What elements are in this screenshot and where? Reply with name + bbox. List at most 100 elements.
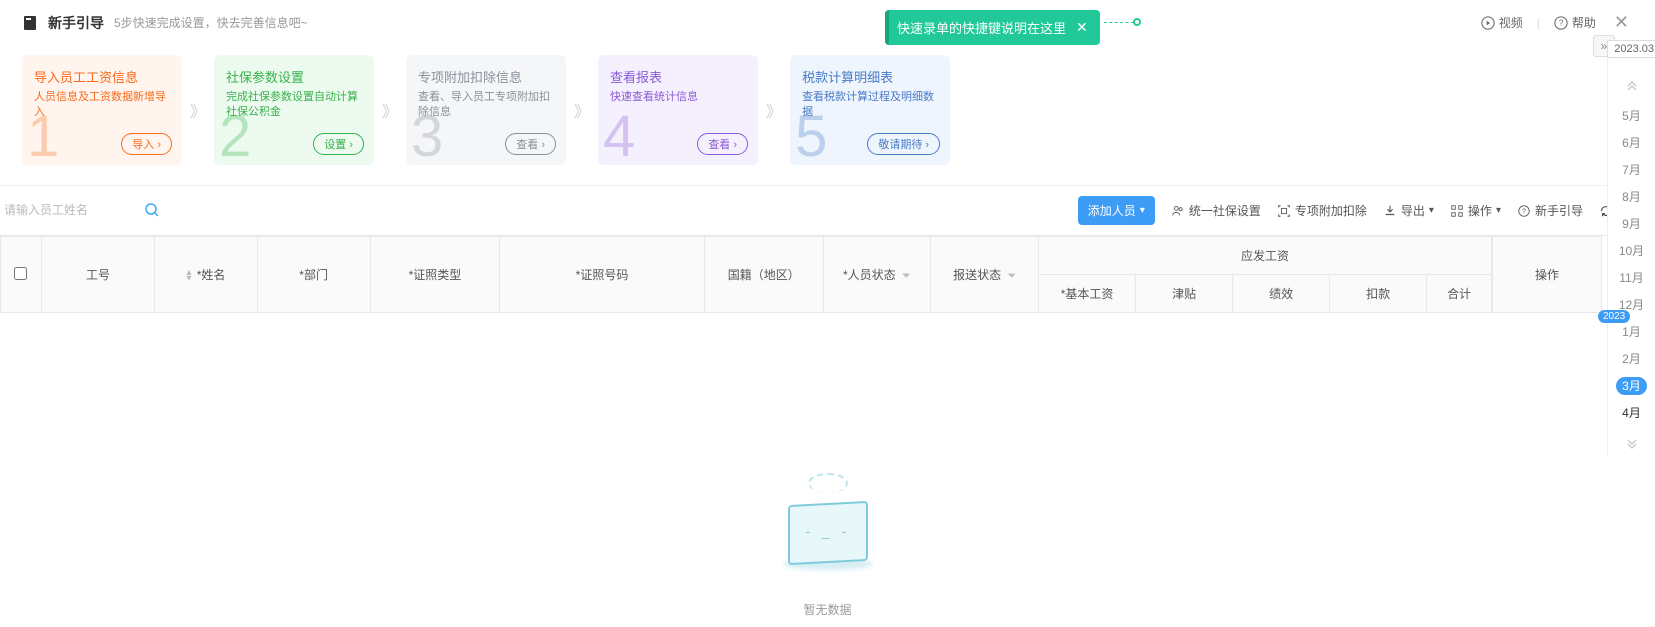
steps-row: 导入员工工资信息人员信息及工资数据新增导入1导入 ›》社保参数设置完成社保参数设… [0, 45, 1655, 186]
svg-text:?: ? [1559, 18, 1564, 27]
page-subtitle: 5步快速完成设置，快去完善信息吧~ [114, 14, 308, 31]
month-item[interactable]: 4月 [1608, 399, 1655, 426]
col-nation[interactable]: 国籍（地区） [704, 237, 823, 313]
chevron-down-icon: ▾ [1496, 205, 1501, 216]
export-label: 导出 [1401, 202, 1425, 219]
col-deduct[interactable]: 扣款 [1330, 275, 1427, 313]
filter-icon[interactable]: ⏷ [1007, 270, 1016, 282]
step-card-2: 社保参数设置完成社保参数设置自动计算社保公积金2设置 › [214, 55, 374, 165]
col-allowance[interactable]: 津贴 [1136, 275, 1233, 313]
month-item[interactable]: 2月 [1608, 345, 1655, 372]
help-link[interactable]: ? 帮助 [1554, 14, 1596, 31]
col-status[interactable]: *人员状态 ⏷ [823, 237, 931, 313]
col-name[interactable]: ▴▾ *姓名 [155, 237, 257, 313]
people-icon [1171, 204, 1185, 218]
col-id[interactable]: 工号 [41, 237, 154, 313]
col-name-label: *姓名 [197, 268, 226, 282]
social-settings-link[interactable]: 统一社保设置 [1171, 202, 1261, 219]
checkbox-header [1, 237, 42, 313]
select-all-checkbox[interactable] [14, 267, 27, 280]
special-label: 专项附加扣除 [1295, 202, 1367, 219]
chevron-right-icon: 》 [574, 98, 590, 122]
help-icon: ? [1517, 204, 1531, 218]
page-title: 新手引导 [48, 13, 104, 33]
step-button[interactable]: 敬请期待 › [867, 133, 940, 155]
col-perf[interactable]: 绩效 [1233, 275, 1330, 313]
chevron-right-icon: 》 [382, 98, 398, 122]
step-title: 社保参数设置 [226, 67, 362, 86]
social-label: 统一社保设置 [1189, 202, 1261, 219]
month-item[interactable]: 11月 [1608, 264, 1655, 291]
col-operation: 操作 [1492, 236, 1602, 313]
search-input[interactable] [4, 203, 144, 217]
empty-state: - _ - 暂无数据 [0, 313, 1655, 618]
month-item-active[interactable]: 3月 [1608, 372, 1655, 399]
col-cert-type[interactable]: *证照类型 [370, 237, 499, 313]
col-salary-group: 应发工资 [1039, 237, 1492, 275]
special-deduction-link[interactable]: 专项附加扣除 [1277, 202, 1367, 219]
step-button[interactable]: 查看 › [505, 133, 556, 155]
step-number: 4 [603, 103, 635, 170]
scroll-up-icon[interactable] [1624, 79, 1640, 96]
help-icon: ? [1554, 16, 1568, 30]
header: 新手引导 5步快速完成设置，快去完善信息吧~ 快速录单的快捷键说明在这里 ✕ 视… [0, 0, 1655, 45]
help-label: 帮助 [1572, 14, 1596, 31]
header-right: 视频 | ? 帮助 ✕ [1481, 12, 1633, 33]
add-person-button[interactable]: 添加人员 ▾ [1078, 196, 1155, 225]
step-number: 2 [219, 103, 251, 170]
operate-label: 操作 [1468, 202, 1492, 219]
step-card-1: 导入员工工资信息人员信息及工资数据新增导入1导入 › [22, 55, 182, 165]
col-report-label: 报送状态 [953, 268, 1001, 282]
col-dept[interactable]: *部门 [257, 237, 370, 313]
month-item[interactable]: 7月 [1608, 156, 1655, 183]
chevron-down-icon: ▾ [1140, 205, 1145, 216]
month-item[interactable]: 8月 [1608, 183, 1655, 210]
month-timeline: » 2023.03 5月6月7月8月9月10月11月12月20231月2月3月4… [1607, 45, 1655, 456]
tip-connector-line [1104, 22, 1134, 23]
tip-close-icon[interactable]: ✕ [1076, 19, 1088, 36]
employee-table: 工号 ▴▾ *姓名 *部门 *证照类型 *证照号码 国籍（地区） *人员状态 ⏷… [0, 236, 1492, 313]
step-card-3: 专项附加扣除信息查看、导入员工专项附加扣除信息3查看 › [406, 55, 566, 165]
step-button[interactable]: 导入 › [121, 133, 172, 155]
month-item[interactable]: 9月 [1608, 210, 1655, 237]
step-button[interactable]: 查看 › [697, 133, 748, 155]
empty-text: 暂无数据 [0, 601, 1655, 618]
tip-text: 快速录单的快捷键说明在这里 [897, 18, 1066, 37]
guide-link[interactable]: ? 新手引导 [1517, 202, 1583, 219]
month-item[interactable]: 6月 [1608, 129, 1655, 156]
chevron-right-icon: 》 [190, 98, 206, 122]
col-total[interactable]: 合计 [1427, 275, 1492, 313]
tip-connector-dot [1133, 18, 1141, 26]
step-title: 查看报表 [610, 67, 746, 86]
export-icon [1383, 204, 1397, 218]
col-base[interactable]: *基本工资 [1039, 275, 1136, 313]
step-number: 3 [411, 103, 443, 170]
step-button[interactable]: 设置 › [313, 133, 364, 155]
col-report[interactable]: 报送状态 ⏷ [931, 237, 1039, 313]
play-icon [1481, 16, 1495, 30]
month-item[interactable]: 5月 [1608, 102, 1655, 129]
grid-icon [1450, 204, 1464, 218]
scroll-down-icon[interactable] [1624, 432, 1640, 449]
step-title: 税款计算明细表 [802, 67, 938, 86]
year-label: 2023.03 [1607, 40, 1655, 58]
col-status-label: *人员状态 [843, 268, 896, 282]
close-icon[interactable]: ✕ [1610, 12, 1633, 33]
step-card-4: 查看报表快速查看统计信息4查看 › [598, 55, 758, 165]
book-icon [22, 15, 38, 31]
col-cert-no[interactable]: *证照号码 [500, 237, 705, 313]
divider: | [1537, 16, 1540, 30]
filter-icon[interactable]: ⏷ [902, 270, 911, 282]
add-label: 添加人员 [1088, 202, 1136, 219]
chevron-down-icon: ▾ [1429, 205, 1434, 216]
export-link[interactable]: 导出 ▾ [1383, 202, 1434, 219]
video-link[interactable]: 视频 [1481, 14, 1523, 31]
month-item[interactable]: 10月 [1608, 237, 1655, 264]
table-wrap: 工号 ▴▾ *姓名 *部门 *证照类型 *证照号码 国籍（地区） *人员状态 ⏷… [0, 235, 1655, 313]
step-title: 导入员工工资信息 [34, 67, 170, 86]
operate-link[interactable]: 操作 ▾ [1450, 202, 1501, 219]
empty-illustration: - _ - [768, 473, 888, 583]
step-number: 1 [27, 103, 59, 170]
toolbar: 添加人员 ▾ 统一社保设置 专项附加扣除 导出 ▾ 操作 ▾ ? 新手引导 刷新 [0, 186, 1655, 235]
search-icon[interactable] [144, 202, 160, 218]
